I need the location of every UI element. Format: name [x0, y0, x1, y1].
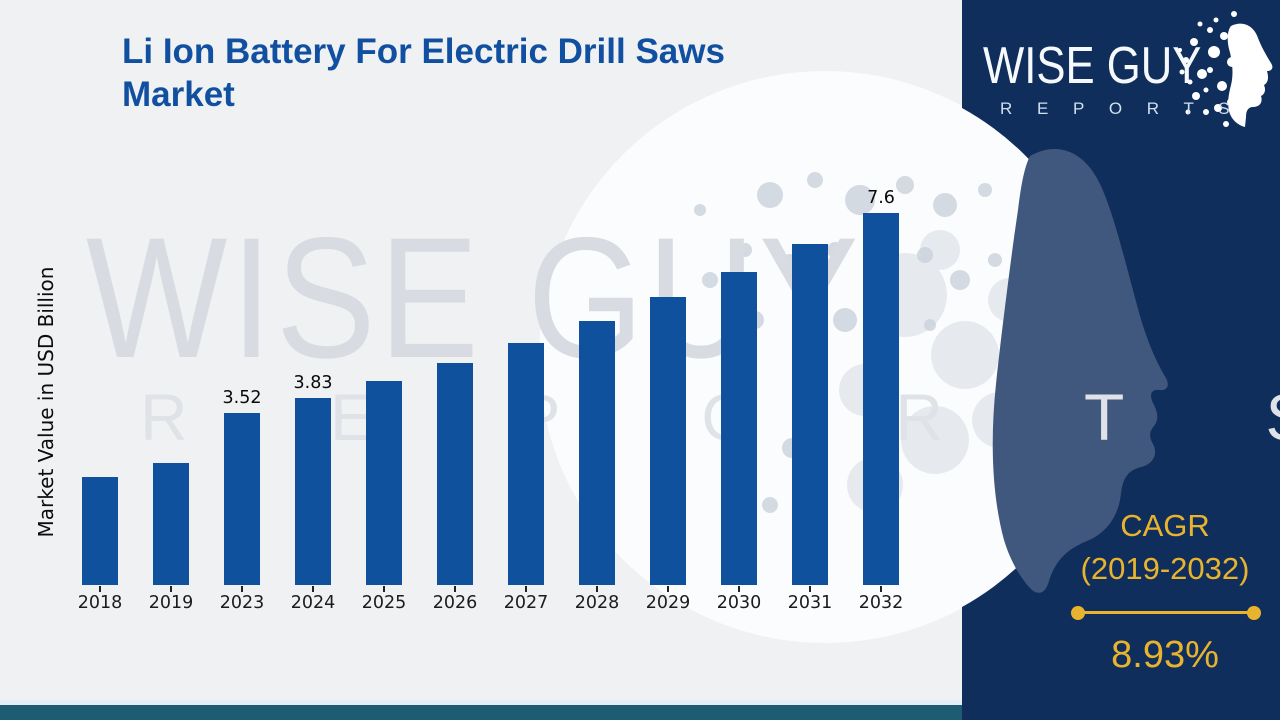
- logo-face-profile: [1227, 23, 1273, 127]
- x-axis-label-2023: 2023: [219, 593, 265, 613]
- x-axis-label-2031: 2031: [787, 593, 833, 613]
- logo-face-dots: [1178, 11, 1243, 127]
- brand-logo-wiseguy: WISE GUY: [983, 37, 1202, 95]
- x-axis-tick-2030: [738, 586, 740, 592]
- x-axis-tick-2026: [454, 586, 456, 592]
- x-axis-tick-2023: [241, 586, 243, 592]
- bar-value-label-2023: 3.52: [222, 388, 262, 408]
- bar-2030: [721, 272, 757, 585]
- cagr-divider-line: [1078, 611, 1254, 614]
- x-axis-label-2024: 2024: [290, 593, 336, 613]
- x-axis-tick-2018: [99, 586, 101, 592]
- brand-logo-reports: R E P O R T S: [1000, 99, 1240, 118]
- x-axis-tick-2025: [383, 586, 385, 592]
- x-axis-label-2019: 2019: [148, 593, 194, 613]
- x-axis-label-2032: 2032: [858, 593, 904, 613]
- x-axis-tick-2031: [809, 586, 811, 592]
- x-axis-label-2018: 2018: [77, 593, 123, 613]
- cagr-value: 8.93%: [1111, 633, 1219, 676]
- brand-logo: WISE GUY R E P O R T S: [983, 40, 1243, 119]
- x-axis-label-2025: 2025: [361, 593, 407, 613]
- cagr-block: CAGR (2019-2032) 8.93%: [1040, 506, 1280, 677]
- x-axis-tick-2032: [880, 586, 882, 592]
- x-axis-label-2027: 2027: [503, 593, 549, 613]
- bar-2028: [579, 321, 615, 585]
- x-axis-tick-2029: [667, 586, 669, 592]
- bar-2024: [295, 398, 331, 585]
- x-axis-label-2029: 2029: [645, 593, 691, 613]
- y-axis-title: Market Value in USD Billion: [34, 266, 58, 538]
- face-silhouette: [992, 148, 1168, 593]
- bar-value-label-2024: 3.83: [293, 373, 333, 393]
- bar-2031: [792, 244, 828, 585]
- bar-2025: [366, 381, 402, 585]
- bar-value-label-2032: 7.6: [867, 188, 895, 208]
- page-title: Li Ion Battery For Electric Drill Saws M…: [122, 32, 725, 115]
- footer-light-strip: [0, 700, 962, 705]
- bar-2019: [153, 463, 189, 585]
- bar-2032: [863, 213, 899, 585]
- bar-2026: [437, 363, 473, 585]
- x-axis-tick-2024: [312, 586, 314, 592]
- x-axis-tick-2019: [170, 586, 172, 592]
- logo-head-icon: [1178, 11, 1273, 127]
- cagr-range: (2019-2032): [1080, 551, 1250, 587]
- bar-chart: 2018 2019 3.52 2023 3.83 2024 2025 2026 2027 2028…: [77, 188, 904, 613]
- bar-2023: [224, 413, 260, 585]
- bar-2018: [82, 477, 118, 585]
- cagr-label: CAGR: [1120, 508, 1210, 543]
- x-axis-label-2030: 2030: [716, 593, 762, 613]
- x-axis-label-2026: 2026: [432, 593, 478, 613]
- x-axis-label-2028: 2028: [574, 593, 620, 613]
- cagr-line-left-dot: [1071, 606, 1085, 620]
- cagr-line-right-dot: [1247, 606, 1261, 620]
- bar-2027: [508, 343, 544, 585]
- bar-2029: [650, 297, 686, 585]
- x-axis-tick-2028: [596, 586, 598, 592]
- x-axis-tick-2027: [525, 586, 527, 592]
- footer-teal-strip: [0, 705, 962, 720]
